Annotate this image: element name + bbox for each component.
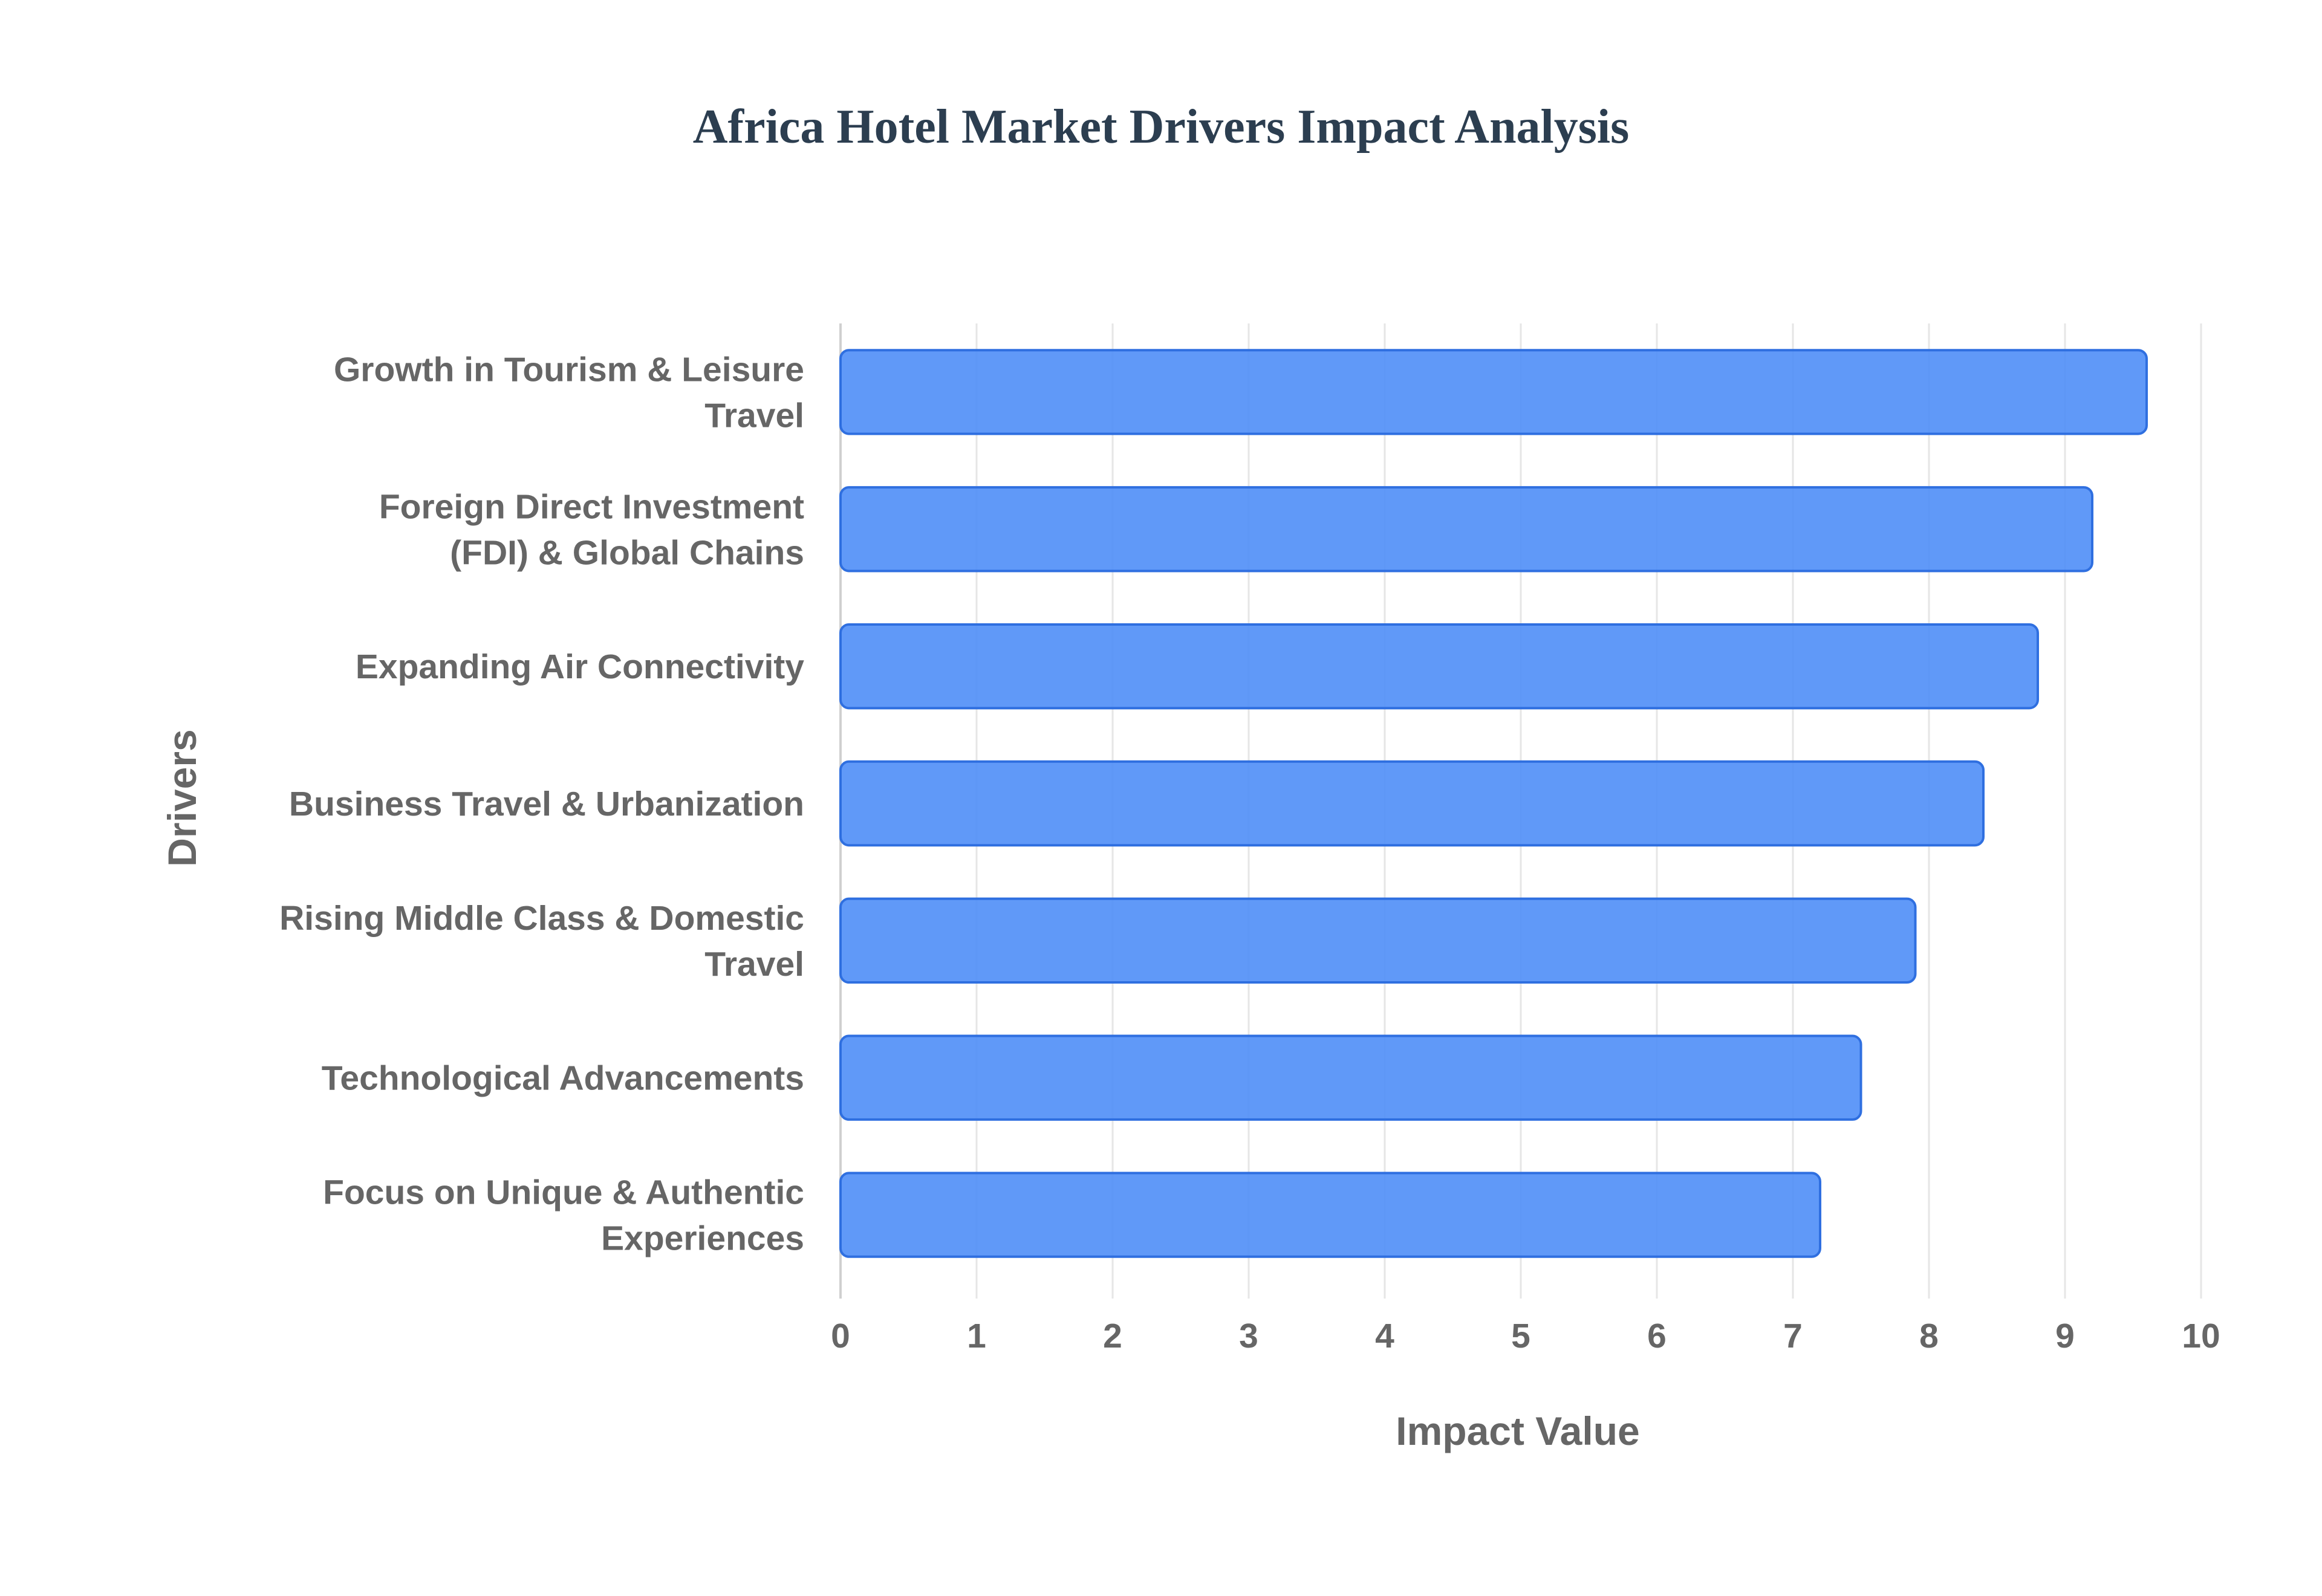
bar [839, 349, 2148, 435]
chart-title: Africa Hotel Market Drivers Impact Analy… [692, 100, 1630, 154]
bar [839, 897, 1917, 984]
y-tick-label: Growth in Tourism & Leisure Travel [334, 350, 804, 435]
x-tick-label: 6 [1647, 1317, 1667, 1355]
bar [839, 623, 2039, 710]
y-tick-label: Focus on Unique & Authentic Experiences [323, 1173, 804, 1258]
bar [839, 1034, 1862, 1121]
x-tick-label: 3 [1239, 1317, 1258, 1355]
x-tick-label: 5 [1511, 1317, 1530, 1355]
y-tick-label: Expanding Air Connectivity [356, 647, 804, 686]
x-tick-label: 4 [1375, 1317, 1394, 1355]
x-tick-label: 9 [2055, 1317, 2075, 1355]
y-tick-label: Business Travel & Urbanization [289, 785, 804, 823]
x-tick-label: 1 [967, 1317, 986, 1355]
x-axis-label: Impact Value [1396, 1409, 1640, 1453]
y-tick-labels: Growth in Tourism & Leisure Travel Foreign… [279, 350, 804, 1257]
x-tick-label: 10 [2182, 1317, 2220, 1355]
y-tick-label: Foreign Direct Investment (FDI) & Global … [379, 487, 804, 572]
bars [839, 349, 2148, 1258]
x-tick-label: 8 [1919, 1317, 1939, 1355]
bar [839, 1172, 1821, 1258]
y-axis-label: Drivers [160, 729, 204, 867]
x-tick-label: 2 [1103, 1317, 1122, 1355]
y-tick-label: Technological Advancements [322, 1059, 804, 1098]
y-tick-label: Rising Middle Class & Domestic Travel [279, 899, 804, 984]
x-tick-label: 0 [831, 1317, 850, 1355]
x-tick-labels: 0 1 2 3 4 5 6 7 8 9 10 [831, 1317, 2220, 1355]
bar [839, 760, 1985, 847]
x-tick-label: 7 [1783, 1317, 1803, 1355]
bar [839, 486, 2093, 573]
